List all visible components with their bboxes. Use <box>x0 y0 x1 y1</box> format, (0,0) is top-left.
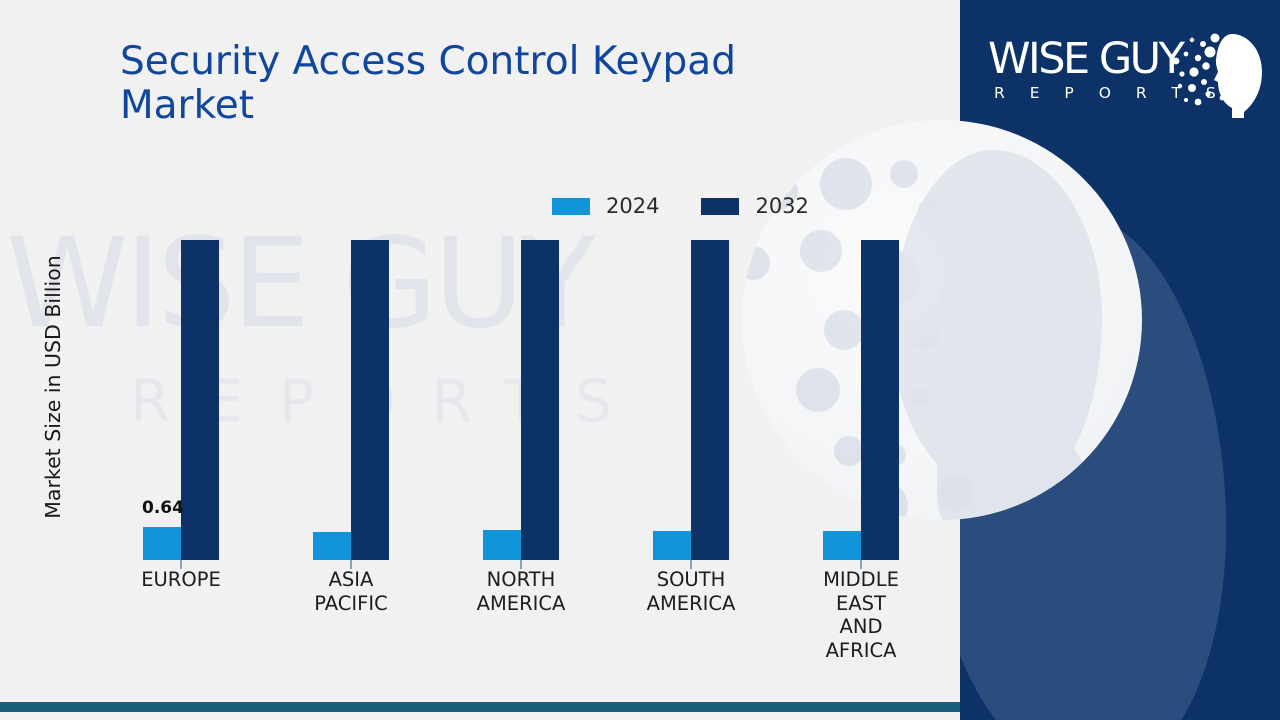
x-axis-category-line: PACIFIC <box>314 591 388 615</box>
bar-2032[interactable] <box>691 240 729 560</box>
x-axis-category-line: AMERICA <box>646 591 736 615</box>
legend-item-2032[interactable]: 2032 <box>701 194 809 218</box>
legend-label-2032: 2032 <box>755 194 809 218</box>
head-silhouette-chin <box>1050 560 1180 710</box>
bar-2032[interactable] <box>181 240 219 560</box>
x-axis-category-line: NORTH <box>486 568 556 591</box>
bar-chart: Market Size in USD Billion 2024 2032 0.6… <box>0 194 960 712</box>
legend-swatch-2024 <box>552 197 590 215</box>
x-axis-category-line: MIDDLE <box>823 568 899 591</box>
bar-group[interactable] <box>126 240 236 569</box>
axis-tick <box>690 560 692 569</box>
x-axis-category-line: ASIA <box>328 568 374 591</box>
axis-tick <box>860 560 862 569</box>
x-axis-category-label: MIDDLE EAST AND AFRICA <box>786 568 936 662</box>
x-axis-category-line: SOUTH <box>656 568 726 591</box>
bar-group[interactable] <box>636 240 746 569</box>
page-title: Security Access Control Keypad Market <box>120 39 736 128</box>
legend-swatch-2032 <box>701 197 740 215</box>
axis-tick <box>180 560 182 569</box>
bar-2024[interactable] <box>823 531 861 560</box>
x-axis-category-line: EAST <box>836 591 886 615</box>
bottom-accent-strip <box>0 702 960 712</box>
axis-tick <box>520 560 522 569</box>
chart-legend: 2024 2032 <box>552 194 809 218</box>
bar-2024[interactable] <box>313 532 351 560</box>
bar-2024[interactable] <box>653 531 691 560</box>
x-axis-category-label: EUROPE <box>106 568 256 592</box>
x-axis-category-label: SOUTH AMERICA <box>616 568 766 615</box>
wiseguy-logo: WISE GUY R E P O R T S <box>988 33 1262 120</box>
y-axis-label: Market Size in USD Billion <box>41 255 65 519</box>
bar-2032[interactable] <box>861 240 899 560</box>
x-axis-category-label: ASIA PACIFIC <box>276 568 426 615</box>
axis-tick <box>350 560 352 569</box>
x-axis-category-label: NORTH AMERICA <box>446 568 596 615</box>
legend-item-2024[interactable]: 2024 <box>552 194 659 218</box>
x-axis-category-line: AMERICA <box>476 591 566 615</box>
bar-2024[interactable] <box>143 527 181 560</box>
x-axis-category-line: AND <box>839 615 883 638</box>
bar-data-label: 0.64 <box>142 498 184 518</box>
bar-group[interactable] <box>806 240 916 569</box>
head-profile-dots-icon <box>1172 33 1262 118</box>
bar-2032[interactable] <box>351 240 389 560</box>
bar-group[interactable] <box>296 240 406 569</box>
logo-wise-guy-text: WISE GUY <box>988 34 1185 84</box>
x-axis-category-line: AFRICA <box>825 638 897 662</box>
plot-area: 0.64 <box>108 240 938 569</box>
legend-label-2024: 2024 <box>606 194 660 218</box>
x-axis-category-line: EUROPE <box>141 568 221 591</box>
bar-2032[interactable] <box>521 240 559 560</box>
logo-reports-text: R E P O R T S <box>994 84 1226 102</box>
bar-group[interactable] <box>466 240 576 569</box>
bar-2024[interactable] <box>483 530 521 560</box>
